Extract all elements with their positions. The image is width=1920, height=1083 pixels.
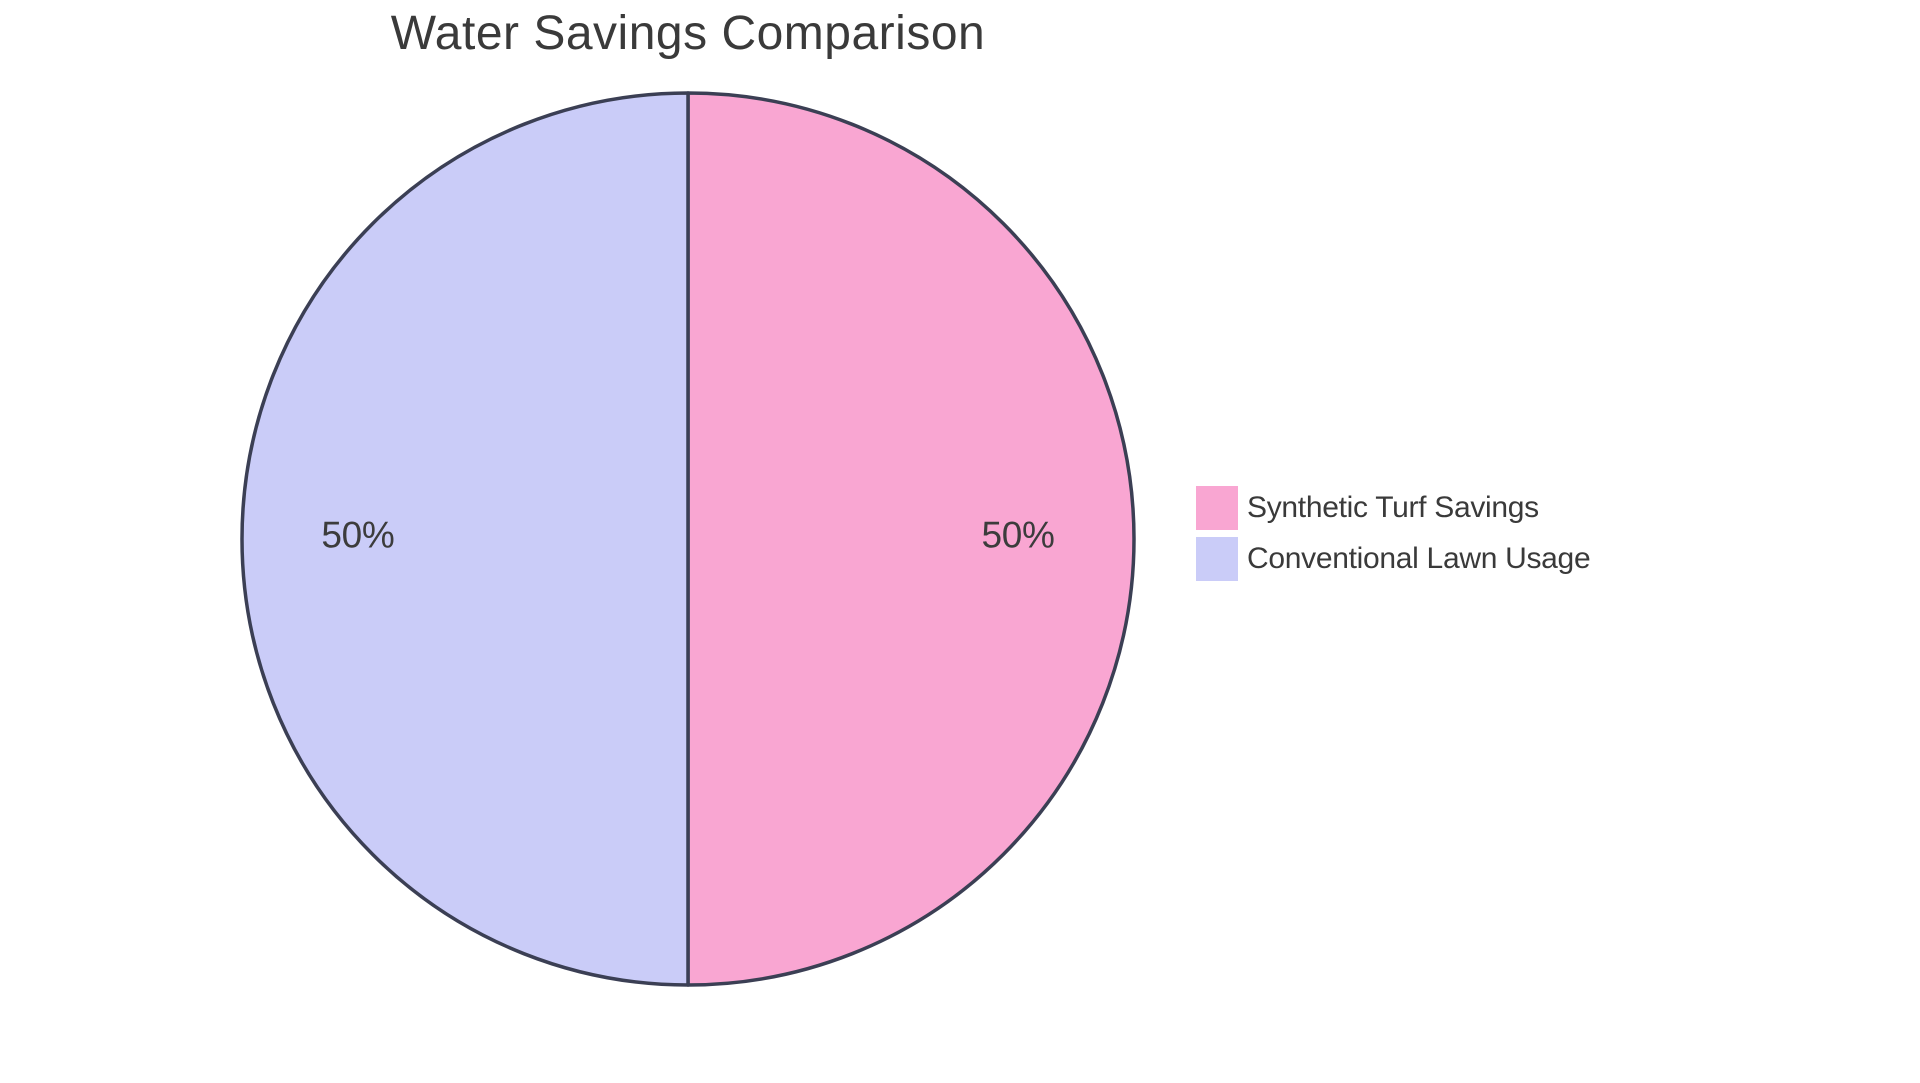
slice-percent-label-1: 50%: [321, 515, 394, 556]
legend-label-0: Synthetic Turf Savings: [1247, 491, 1539, 524]
legend-item-1[interactable]: Conventional Lawn Usage: [1196, 537, 1591, 581]
slice-percent-label-0: 50%: [981, 515, 1054, 556]
legend-label-1: Conventional Lawn Usage: [1247, 542, 1591, 575]
pie-slice-1[interactable]: [240, 91, 690, 987]
pie-slice-0[interactable]: [686, 91, 1136, 987]
legend-item-0[interactable]: Synthetic Turf Savings: [1196, 486, 1590, 530]
legend: Synthetic Turf Savings Conventional Lawn …: [1196, 486, 1591, 588]
chart-title: Water Savings Comparison: [390, 7, 986, 60]
legend-swatch-0: [1196, 486, 1238, 530]
legend-swatch-1: [1196, 537, 1238, 581]
